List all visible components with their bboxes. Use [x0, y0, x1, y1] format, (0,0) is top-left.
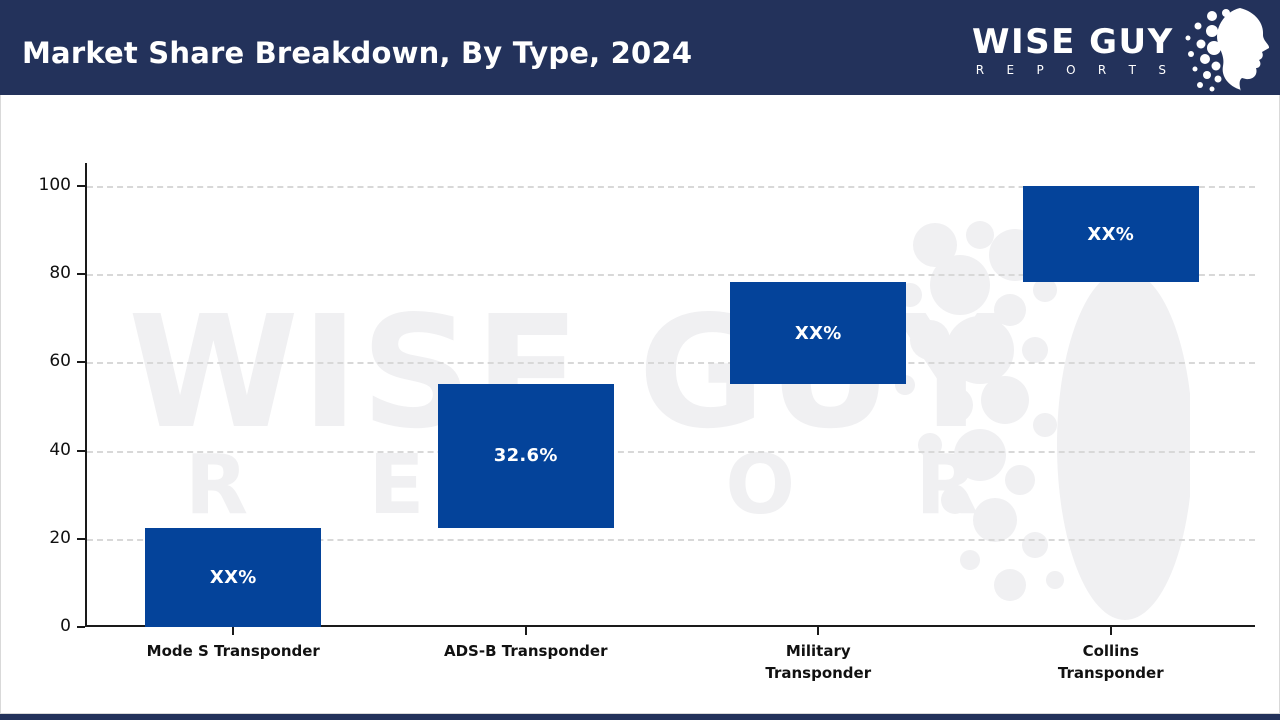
gridline-20 — [87, 538, 1255, 541]
footer-strip — [0, 714, 1280, 720]
x-category-label-ads-b-transponder: ADS-B Transponder — [444, 642, 608, 660]
y-tick-label-0: 0 — [60, 616, 71, 636]
logo-subtext: R E P O R T S — [975, 62, 1176, 77]
plot-area: 0 20 40 60 80 100 XX% Mode S Transponder 32.6% AD… — [39, 163, 1255, 682]
x-category-label-military-transponder: Military Transponder — [765, 642, 872, 682]
x-tick-mode-s-transponder — [232, 627, 235, 635]
gridline-60 — [87, 362, 1255, 365]
logo-wordmark: WISE GUY — [971, 21, 1174, 62]
y-tick-label-80: 80 — [49, 263, 71, 284]
y-tick-80 — [77, 273, 85, 276]
watermark-face-dots-icon — [895, 221, 1190, 620]
bar-ads-b-transponder: 32.6% — [437, 384, 614, 528]
brand-logo: WISE GUY R E P O R T S — [970, 6, 1274, 92]
x-tick-ads-b-transponder — [524, 627, 527, 635]
brand-logo-text: WISE GUY R E P O R T S — [970, 22, 1176, 77]
chart-header: Market Share Breakdown, By Type, 2024 WI… — [0, 0, 1280, 95]
bar-value-label: XX% — [1087, 223, 1135, 245]
y-tick-40 — [77, 449, 85, 452]
y-tick-20 — [77, 537, 85, 540]
bar-value-label: 32.6% — [493, 445, 558, 467]
y-tick-0 — [77, 626, 85, 628]
x-category-label-collins-transponder: Collins Transponder — [1057, 642, 1164, 682]
bar-value-label: XX% — [794, 322, 842, 344]
bar-military-transponder: XX% — [730, 282, 907, 384]
y-tick-100 — [77, 185, 85, 187]
gridline-100 — [87, 186, 1255, 188]
y-tick-label-20: 20 — [49, 527, 71, 548]
bar-collins-transponder: XX% — [1022, 186, 1199, 283]
chart-title: Market Share Breakdown, By Type, 2024 — [22, 36, 693, 70]
x-category-label-mode-s-transponder: Mode S Transponder — [146, 642, 320, 660]
y-tick-60 — [77, 361, 85, 364]
bar-value-label: XX% — [209, 566, 257, 588]
y-tick-label-100: 100 — [38, 175, 71, 195]
gridline-80 — [87, 274, 1255, 277]
x-tick-collins-transponder — [1109, 627, 1112, 635]
y-tick-label-60: 60 — [49, 351, 71, 372]
bar-mode-s-transponder: XX% — [145, 527, 322, 627]
logo-face-icon — [1185, 8, 1270, 92]
y-tick-label-40: 40 — [49, 439, 71, 460]
x-tick-military-transponder — [817, 627, 820, 635]
gridline-40 — [87, 450, 1255, 453]
